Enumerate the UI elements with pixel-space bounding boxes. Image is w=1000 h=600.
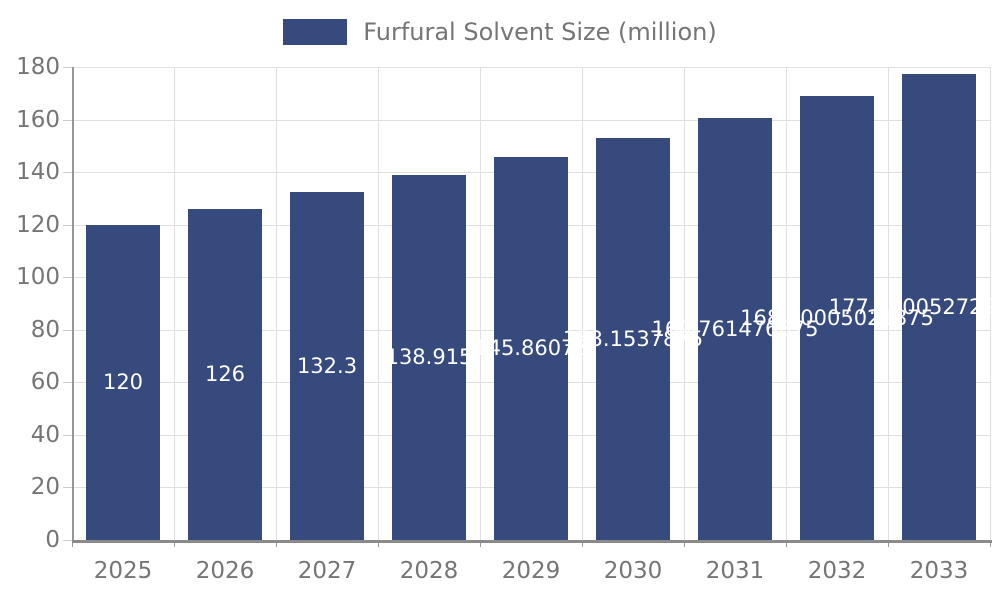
- x-axis-tick-label: 2031: [705, 558, 765, 584]
- x-axis-tick-label: 2029: [501, 558, 561, 584]
- y-axis-tick: [63, 172, 72, 174]
- bar-value-label: 120: [102, 370, 144, 395]
- legend-marker-swatch[interactable]: [283, 19, 348, 45]
- y-axis-tick-label: 60: [30, 369, 60, 396]
- y-axis-tick: [63, 434, 72, 436]
- y-axis-tick: [63, 487, 72, 489]
- y-axis-tick-label: 80: [30, 316, 60, 343]
- y-axis-tick: [63, 540, 72, 541]
- y-axis-tick-label: 20: [30, 474, 60, 501]
- bar: [698, 117, 772, 540]
- x-axis-tick: [582, 540, 583, 547]
- y-axis-tick-label: 120: [16, 211, 60, 238]
- x-axis-tick: [990, 540, 991, 547]
- y-axis-tick-label: 160: [16, 106, 60, 133]
- x-axis-tick: [72, 540, 73, 547]
- y-axis-tick-label: 100: [16, 264, 60, 291]
- bar-value-label: 138.915: [385, 345, 473, 370]
- x-axis-tick-label: 2032: [807, 558, 867, 584]
- x-axis-tick: [480, 540, 481, 547]
- gridline-vertical: [276, 67, 277, 540]
- bar-value-label: 132.3: [296, 354, 358, 379]
- gridline-vertical: [378, 67, 379, 540]
- bar-value-label: 168.80005021875: [740, 306, 934, 331]
- x-axis-tick: [276, 540, 277, 547]
- y-axis-tick: [63, 224, 72, 226]
- y-axis-tick: [63, 329, 72, 331]
- bar: [596, 137, 670, 540]
- gridline-vertical: [990, 67, 991, 540]
- gridline-vertical: [174, 67, 175, 540]
- bar: [86, 224, 160, 540]
- x-axis-tick-label: 2025: [93, 558, 153, 584]
- bar-value-label: 153.1537875: [562, 326, 704, 351]
- bar: [902, 74, 976, 540]
- gridline-vertical: [684, 67, 685, 540]
- y-axis-tick: [63, 119, 72, 121]
- gridline-vertical: [480, 67, 481, 540]
- y-axis-tick: [63, 277, 72, 279]
- y-axis-tick-label: 40: [30, 421, 60, 448]
- x-axis-line: [72, 540, 992, 543]
- y-axis-tick: [63, 67, 72, 68]
- legend[interactable]: Furfural Solvent Size (million): [0, 18, 1000, 46]
- gridline-horizontal: [72, 67, 990, 68]
- gridline-vertical: [582, 67, 583, 540]
- y-axis-tick: [63, 382, 72, 384]
- bar-value-label: 160.761476875: [651, 316, 819, 341]
- bar: [290, 192, 364, 540]
- gridline-horizontal: [72, 119, 990, 121]
- x-axis-tick: [174, 540, 175, 547]
- bar: [392, 174, 466, 540]
- gridline-vertical: [888, 67, 889, 540]
- bar: [494, 156, 568, 540]
- bar-value-label: 145.86075: [474, 336, 588, 361]
- legend-label[interactable]: Furfural Solvent Size (million): [363, 18, 717, 46]
- y-axis-tick-label: 140: [16, 159, 60, 186]
- y-axis-tick-label: 0: [45, 527, 60, 553]
- bar: [800, 96, 874, 540]
- y-axis-tick-label: 180: [16, 54, 60, 80]
- x-axis-tick: [888, 540, 889, 547]
- x-axis-tick: [786, 540, 787, 547]
- x-axis-tick-label: 2027: [297, 558, 357, 584]
- x-axis-tick-label: 2028: [399, 558, 459, 584]
- x-axis-tick: [378, 540, 379, 547]
- x-axis-tick-label: 2030: [603, 558, 663, 584]
- x-axis-tick-label: 2033: [909, 558, 969, 584]
- x-axis-tick-label: 2026: [195, 558, 255, 584]
- gridline-vertical: [786, 67, 787, 540]
- bar-value-label: 177.2400527296875: [828, 295, 1000, 320]
- x-axis-tick: [684, 540, 685, 547]
- y-axis-line: [72, 67, 74, 540]
- bar: [188, 208, 262, 540]
- bar-value-label: 126: [204, 362, 246, 387]
